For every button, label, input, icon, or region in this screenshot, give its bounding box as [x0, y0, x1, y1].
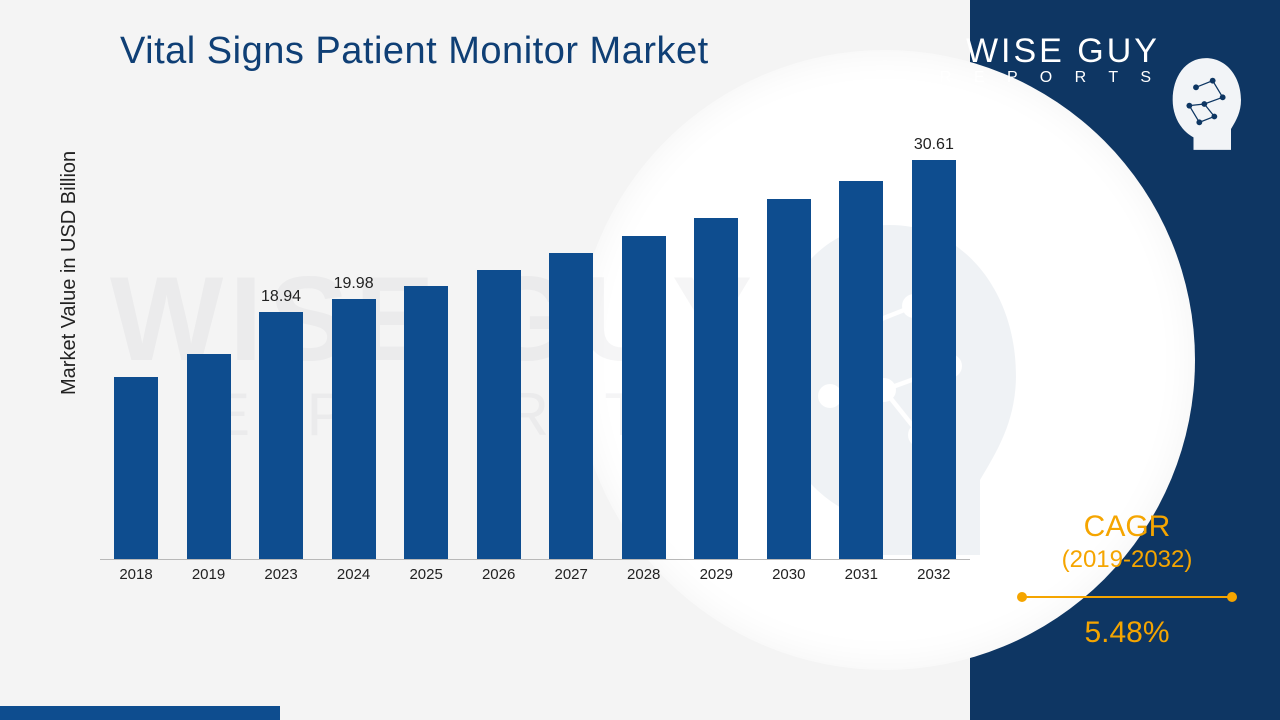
chart-area: Vital Signs Patient Monitor Market WISE … — [40, 0, 980, 720]
x-tick-label: 2024 — [324, 566, 384, 583]
bar-wrap: 30.61 — [904, 136, 964, 560]
footer-accent-bar — [0, 706, 280, 720]
cagr-divider — [1022, 596, 1232, 598]
brand-head-icon — [1162, 54, 1250, 154]
bar — [694, 218, 738, 560]
bar-value-label: 30.61 — [914, 136, 954, 154]
x-tick-label: 2027 — [541, 566, 601, 583]
bar-wrap — [831, 175, 891, 560]
bar — [622, 236, 666, 560]
bar-wrap — [614, 230, 674, 560]
brand-line1: WISE GUY — [940, 32, 1160, 71]
x-tick-label: 2029 — [686, 566, 746, 583]
x-tick-label: 2023 — [251, 566, 311, 583]
bar — [839, 181, 883, 560]
stage: Vital Signs Patient Monitor Market WISE … — [0, 0, 1280, 720]
bar — [187, 354, 231, 560]
bar-wrap — [469, 264, 529, 560]
x-ticks: 2018 2019 2023 2024 2025 2026 2027 2028 2029 2030… — [100, 566, 970, 583]
cagr-block: CAGR (2019-2032) 5.48% — [1002, 510, 1252, 650]
cagr-range: (2019-2032) — [1002, 546, 1252, 574]
x-tick-label: 2032 — [904, 566, 964, 583]
plot-area: 18.9419.9830.61 — [100, 160, 970, 560]
cagr-value: 5.48% — [1002, 616, 1252, 650]
bar-wrap — [686, 212, 746, 560]
y-axis-label: Market Value in USD Billion — [58, 151, 81, 395]
x-tick-label: 2031 — [831, 566, 891, 583]
bars-container: 18.9419.9830.61 — [100, 160, 970, 560]
x-tick-label: 2025 — [396, 566, 456, 583]
bar — [549, 253, 593, 560]
bar — [332, 299, 376, 560]
bar-wrap: 18.94 — [251, 288, 311, 560]
bar-wrap — [179, 348, 239, 560]
bar-wrap — [541, 247, 601, 560]
bar — [114, 377, 158, 560]
bar — [767, 199, 811, 560]
x-tick-label: 2030 — [759, 566, 819, 583]
bar — [912, 160, 956, 560]
x-axis-line — [100, 559, 970, 560]
bar-wrap — [396, 280, 456, 560]
x-tick-label: 2019 — [179, 566, 239, 583]
bar-wrap — [759, 193, 819, 560]
bar — [477, 270, 521, 560]
brand-line2: R E P O R T S — [940, 69, 1160, 87]
bar — [259, 312, 303, 560]
bar-value-label: 19.98 — [334, 275, 374, 293]
bar-wrap — [106, 371, 166, 560]
x-tick-label: 2028 — [614, 566, 674, 583]
bar — [404, 286, 448, 560]
x-tick-label: 2026 — [469, 566, 529, 583]
bar-value-label: 18.94 — [261, 288, 301, 306]
chart-title: Vital Signs Patient Monitor Market — [120, 30, 709, 73]
bar-wrap: 19.98 — [324, 275, 384, 560]
x-tick-label: 2018 — [106, 566, 166, 583]
brand-logo: WISE GUY R E P O R T S — [1020, 32, 1240, 87]
cagr-label: CAGR — [1002, 510, 1252, 544]
